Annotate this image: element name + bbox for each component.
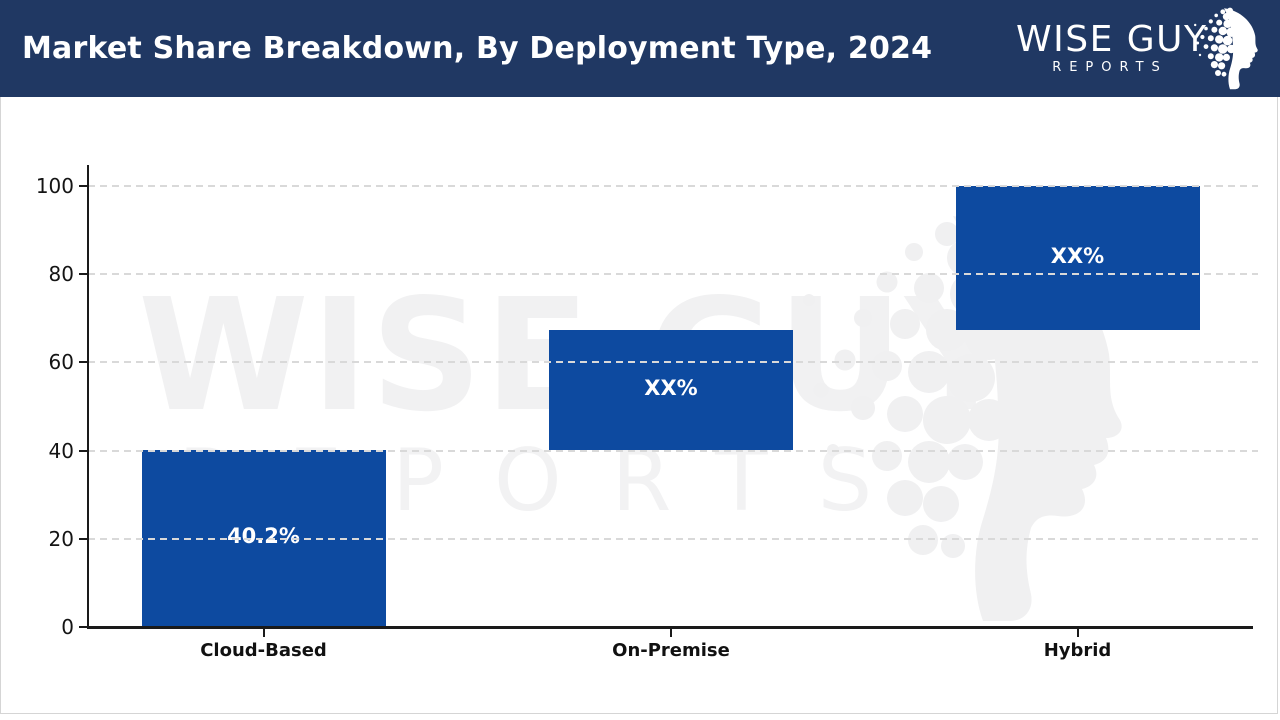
bar-value-label: XX% <box>1050 244 1105 269</box>
logo-wordmark: WISE GUY <box>1016 19 1208 60</box>
y-tick-mark-100 <box>79 185 88 187</box>
x-tick-mark-Hybrid <box>1076 628 1079 637</box>
logo-head-icon <box>1194 7 1258 90</box>
gridline-40 <box>88 449 1258 452</box>
gridline-60 <box>88 361 1258 364</box>
bar-value-label: 40.2% <box>227 524 300 549</box>
x-tick-mark-On-Premise <box>670 628 672 637</box>
y-tick-label: 20 <box>48 526 74 551</box>
x-tick-label: Cloud-Based <box>200 640 327 661</box>
x-axis-spine <box>87 626 1253 629</box>
y-tick-label: 40 <box>48 438 74 463</box>
bar-On-Premise: XX% <box>549 330 793 450</box>
y-tick-mark-60 <box>79 361 88 364</box>
gridline-80 <box>88 273 1258 276</box>
y-tick-label: 0 <box>61 615 74 639</box>
x-tick-mark-Cloud-Based <box>262 628 265 637</box>
chart-title: Market Share Breakdown, By Deployment Ty… <box>22 31 933 66</box>
y-tick-label: 60 <box>48 350 74 375</box>
y-tick-mark-40 <box>79 449 88 452</box>
x-tick-label: On-Premise <box>612 640 730 661</box>
header-banner: Market Share Breakdown, By Deployment Ty… <box>0 0 1280 97</box>
y-axis-spine <box>87 165 89 629</box>
x-tick-label: Hybrid <box>1043 640 1112 661</box>
y-tick-mark-0 <box>79 626 88 628</box>
y-tick-label: 100 <box>35 174 74 198</box>
y-tick-mark-80 <box>79 273 88 276</box>
y-tick-label: 80 <box>48 262 74 287</box>
wise-guy-reports-logo: WISE GUY REPORTS <box>1016 4 1266 94</box>
gridline-20 <box>88 537 1258 540</box>
bar-Hybrid: XX% <box>955 186 1200 331</box>
gridline-100 <box>88 185 1258 187</box>
y-tick-mark-20 <box>79 537 88 540</box>
logo-subtext: REPORTS <box>1052 60 1168 75</box>
bar-value-label: XX% <box>644 375 698 400</box>
